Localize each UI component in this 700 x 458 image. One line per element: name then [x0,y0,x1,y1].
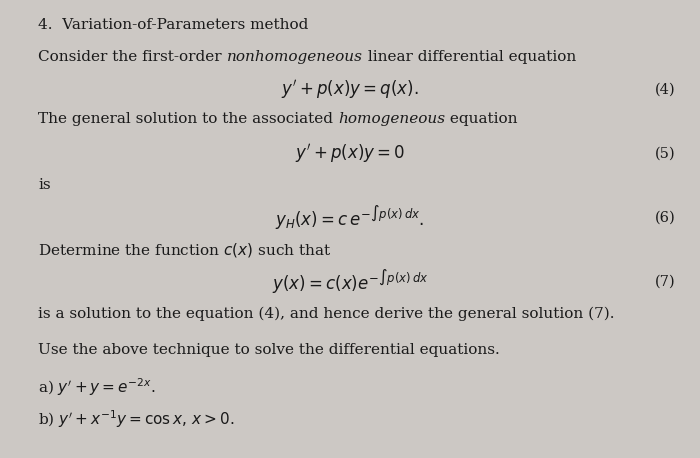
Text: The general solution to the associated: The general solution to the associated [38,112,338,126]
Text: $y' + p(x)y = q(x).$: $y' + p(x)y = q(x).$ [281,78,419,101]
Text: b) $y' + x^{-1}y = \cos x,\, x > 0.$: b) $y' + x^{-1}y = \cos x,\, x > 0.$ [38,408,235,430]
Text: is: is [38,179,51,192]
Text: Use the above technique to solve the differential equations.: Use the above technique to solve the dif… [38,344,500,357]
Text: Determine the function $c(x)$ such that: Determine the function $c(x)$ such that [38,240,332,259]
Text: $y_H(x) = c\,e^{-\int p(x)\,dx}.$: $y_H(x) = c\,e^{-\int p(x)\,dx}.$ [275,203,425,232]
Text: (6): (6) [654,211,675,224]
Text: Consider the first-order: Consider the first-order [38,50,227,64]
Text: linear differential equation: linear differential equation [363,50,576,64]
Text: equation: equation [445,112,518,126]
Text: $y(x) = c(x)e^{-\int p(x)\,dx}$: $y(x) = c(x)e^{-\int p(x)\,dx}$ [272,267,428,296]
Text: 4.  Variation-of-Parameters method: 4. Variation-of-Parameters method [38,18,309,32]
Text: a) $y' + y = e^{-2x}.$: a) $y' + y = e^{-2x}.$ [38,376,156,398]
Text: nonhomogeneous: nonhomogeneous [227,50,363,64]
Text: homogeneous: homogeneous [338,112,445,126]
Text: (4): (4) [655,82,676,96]
Text: is a solution to the equation (4), and hence derive the general solution (7).: is a solution to the equation (4), and h… [38,306,615,321]
Text: (7): (7) [655,275,676,289]
Text: (5): (5) [655,147,676,160]
Text: $y' + p(x)y = 0$: $y' + p(x)y = 0$ [295,142,405,165]
